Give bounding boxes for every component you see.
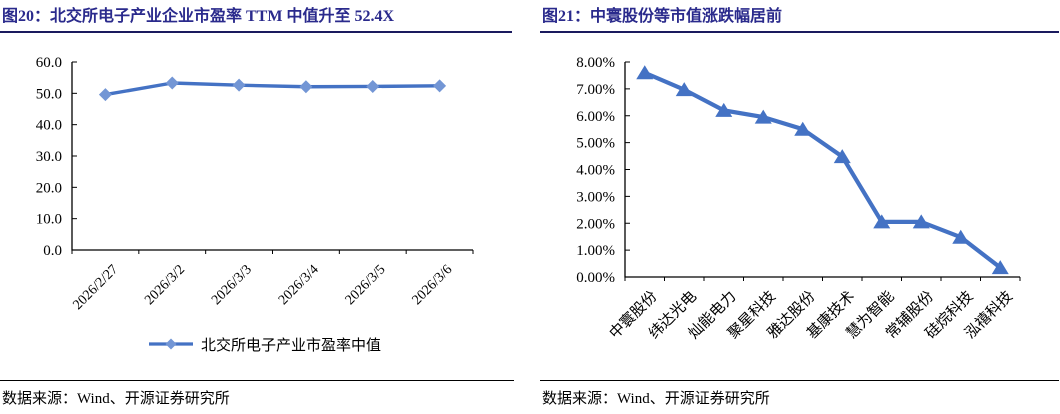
triangle-marker — [636, 65, 654, 80]
figure-20-source: 数据来源：Wind、开源证券研究所 — [0, 380, 514, 408]
y-tick-label: 7.00% — [576, 82, 615, 98]
data-line — [643, 70, 1002, 270]
y-tick-label: 30.0 — [36, 149, 62, 165]
y-tick-label: 0.0 — [43, 243, 62, 259]
axes — [71, 62, 473, 251]
legend-line-diamond-icon — [148, 338, 193, 350]
triangle-marker — [991, 260, 1009, 275]
triangle-marker — [675, 82, 693, 97]
figure-20-panel: 图20：北交所电子产业企业市盈率 TTM 中值升至 52.4X 0.0 10.0 2… — [0, 0, 530, 408]
triangle-marker — [952, 229, 970, 244]
triangle-marker — [873, 214, 891, 229]
diamond-marker — [433, 79, 447, 93]
axes — [624, 62, 1020, 278]
figure-21-source: 数据来源：Wind、开源证券研究所 — [540, 380, 1059, 408]
y-tick-label: 2.00% — [576, 216, 615, 232]
y-tick-label: 4.00% — [576, 163, 615, 179]
triangle-marker — [833, 149, 851, 164]
figure-21-title: 图21：中寰股份等市值涨跌幅居前 — [540, 0, 1059, 33]
diamond-marker — [165, 76, 179, 90]
legend-label: 北交所电子产业市盈率中值 — [200, 337, 381, 354]
diamond-marker — [98, 88, 112, 102]
legend-diamond — [165, 338, 177, 350]
x-tick-label: 2026/3/4 — [276, 262, 322, 308]
triangle-marker — [754, 109, 772, 124]
triangle-marker — [715, 102, 733, 117]
figure-20-title: 图20：北交所电子产业企业市盈率 TTM 中值升至 52.4X — [0, 0, 512, 33]
y-tick-label: 5.00% — [576, 136, 615, 152]
y-tick-label: 20.0 — [36, 180, 62, 196]
y-tick-label: 6.00% — [576, 109, 615, 125]
data-line — [105, 81, 440, 97]
x-tick-label: 2026/2/27 — [70, 262, 121, 313]
triangle-marker — [794, 121, 812, 136]
source-text: 数据来源：Wind、开源证券研究所 — [2, 391, 230, 407]
y-tick-label: 50.0 — [36, 86, 62, 102]
x-tick-label: 2026/3/2 — [142, 262, 188, 308]
y-tick-label: 1.00% — [576, 243, 615, 259]
x-tick-label: 2026/3/6 — [410, 262, 456, 308]
y-tick-label: 60.0 — [36, 55, 62, 71]
x-tick-label: 2026/3/5 — [343, 262, 389, 308]
x-tick-label: 2026/3/3 — [209, 262, 255, 308]
diamond-marker — [232, 78, 246, 92]
y-tick-label: 0.00% — [576, 270, 615, 286]
pe-ttm-line-chart: 0.0 10.0 20.0 30.0 40.0 50.0 60.0 2026/2/27 2026… — [36, 55, 474, 313]
y-tick-label: 8.00% — [576, 55, 615, 71]
diamond-marker — [366, 79, 380, 93]
triangle-marker — [912, 214, 930, 229]
y-tick-label: 40.0 — [36, 118, 62, 134]
figure-20-legend: 北交所电子产业市盈率中值 — [0, 331, 530, 357]
market-cap-change-line-chart: 0.00% 1.00% 2.00% 3.00% 4.00% 5.00% 6.00% 7.00%… — [576, 55, 1021, 342]
figure-21-panel: 图21：中寰股份等市值涨跌幅居前 0.00% 1.00% 2.00% 3.00% 4.0… — [530, 0, 1060, 414]
diamond-marker — [299, 80, 313, 94]
source-text: 数据来源：Wind、开源证券研究所 — [542, 391, 770, 407]
y-tick-label: 3.00% — [576, 189, 615, 205]
y-tick-label: 10.0 — [36, 212, 62, 228]
